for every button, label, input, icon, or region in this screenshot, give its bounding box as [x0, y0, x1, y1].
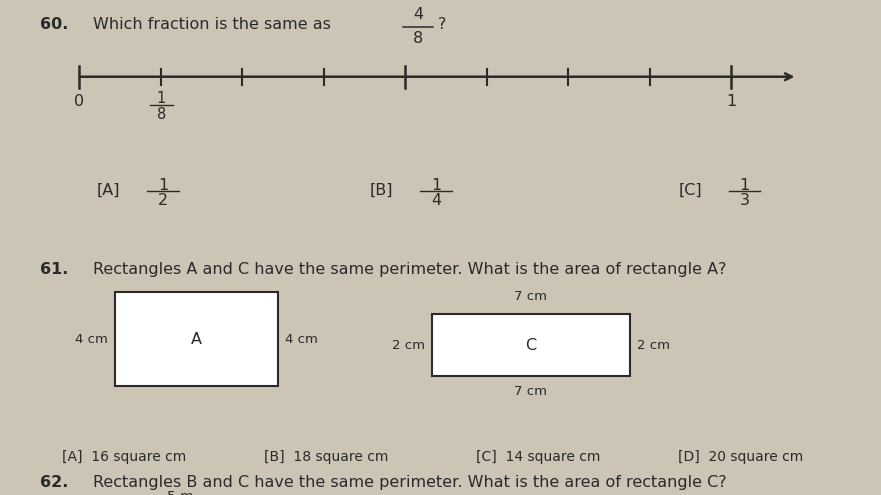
Text: Which fraction is the same as: Which fraction is the same as: [93, 17, 330, 32]
Text: 4 cm: 4 cm: [75, 333, 107, 346]
Text: 1: 1: [158, 178, 168, 193]
Text: [C]: [C]: [678, 183, 702, 198]
Text: 2 cm: 2 cm: [637, 339, 670, 352]
Text: 2 cm: 2 cm: [392, 339, 425, 352]
Bar: [432, 314, 630, 376]
Text: [B]  18 square cm: [B] 18 square cm: [264, 450, 389, 464]
Text: 4 cm: 4 cm: [285, 333, 317, 346]
Text: 60.: 60.: [40, 17, 68, 32]
Text: [C]  14 square cm: [C] 14 square cm: [476, 450, 600, 464]
Text: Rectangles A and C have the same perimeter. What is the area of rectangle A?: Rectangles A and C have the same perimet…: [93, 262, 726, 277]
Text: A: A: [190, 332, 202, 346]
Text: 62.: 62.: [40, 475, 68, 490]
Text: 2: 2: [158, 193, 168, 208]
Text: Rectangles B and C have the same perimeter. What is the area of rectangle C?: Rectangles B and C have the same perimet…: [93, 475, 726, 490]
Text: 1: 1: [726, 94, 737, 109]
Text: 3: 3: [739, 193, 750, 208]
Text: 1: 1: [157, 91, 166, 105]
Text: 7 cm: 7 cm: [515, 385, 547, 398]
Text: C: C: [525, 338, 537, 353]
Text: [A]  16 square cm: [A] 16 square cm: [62, 450, 186, 464]
Text: 1: 1: [431, 178, 441, 193]
Text: 8: 8: [413, 31, 424, 46]
Text: [D]  20 square cm: [D] 20 square cm: [678, 450, 803, 464]
Text: 4: 4: [413, 7, 424, 22]
Text: [A]: [A]: [97, 183, 121, 198]
Bar: [115, 292, 278, 386]
Text: 7 cm: 7 cm: [515, 291, 547, 303]
Text: 4: 4: [431, 193, 441, 208]
Text: 61.: 61.: [40, 262, 68, 277]
Text: 5 m: 5 m: [167, 490, 194, 495]
Text: 0: 0: [74, 94, 85, 109]
Text: 1: 1: [739, 178, 750, 193]
Text: 8: 8: [157, 107, 166, 122]
Text: ?: ?: [438, 17, 447, 32]
Text: [B]: [B]: [370, 183, 394, 198]
